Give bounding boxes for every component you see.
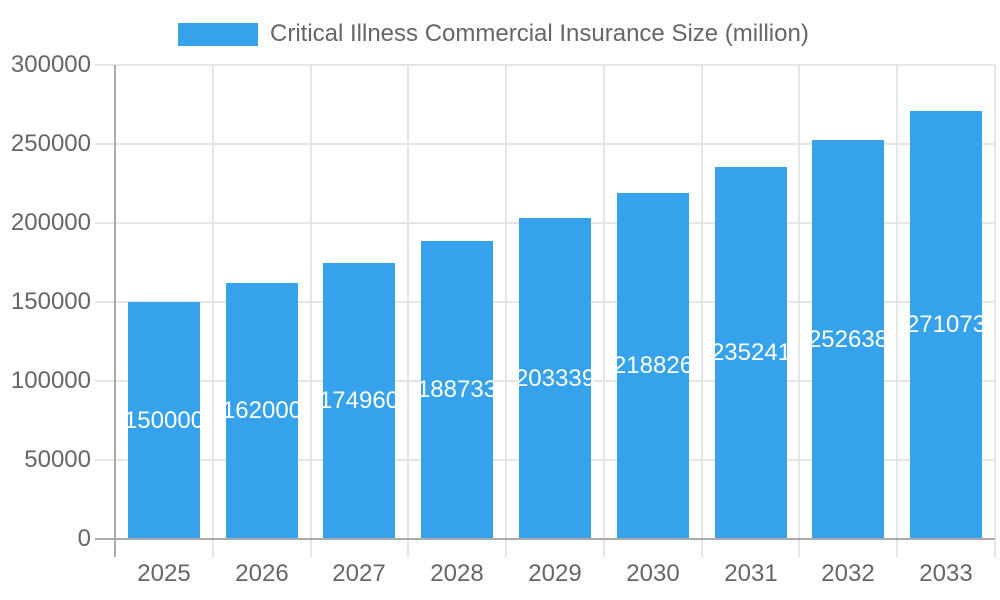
x-tick-label: 2028 [430,560,484,587]
x-tick-label: 2033 [919,560,973,587]
y-tick-label: 100000 [10,367,91,394]
x-gridline [896,65,898,557]
y-axis-line [114,65,116,557]
x-gridline [505,65,507,557]
legend[interactable]: Critical Illness Commercial Insurance Si… [178,20,809,48]
y-tick-label: 250000 [10,130,91,157]
x-tick-label: 2030 [626,560,680,587]
x-gridline [310,65,312,557]
bar[interactable] [812,140,884,538]
legend-swatch-icon [178,22,258,46]
x-gridline [212,65,214,557]
y-tick-label: 150000 [10,288,91,315]
x-tick-label: 2031 [724,560,778,587]
x-gridline [603,65,605,557]
x-tick-label: 2032 [821,560,875,587]
y-tick-label: 50000 [24,446,91,473]
x-tick-label: 2029 [528,560,582,587]
y-gridline [95,143,995,145]
x-gridline [701,65,703,557]
bar[interactable] [421,241,493,538]
x-gridline [798,65,800,557]
x-gridline [994,65,996,557]
bar[interactable] [226,283,298,538]
y-tick-label: 300000 [10,51,91,78]
x-tick-label: 2025 [137,560,191,587]
legend-label: Critical Illness Commercial Insurance Si… [270,20,809,47]
bar[interactable] [323,263,395,538]
y-tick-label: 0 [77,525,91,552]
x-axis-line [95,538,995,540]
x-tick-label: 2027 [332,560,386,587]
y-gridline [95,64,995,66]
bar[interactable] [910,111,982,538]
bar[interactable] [715,167,787,538]
bar[interactable] [128,302,200,538]
bar[interactable] [519,218,591,538]
bar[interactable] [617,193,689,538]
y-tick-label: 200000 [10,209,91,236]
x-tick-label: 2026 [235,560,289,587]
x-gridline [407,65,409,557]
